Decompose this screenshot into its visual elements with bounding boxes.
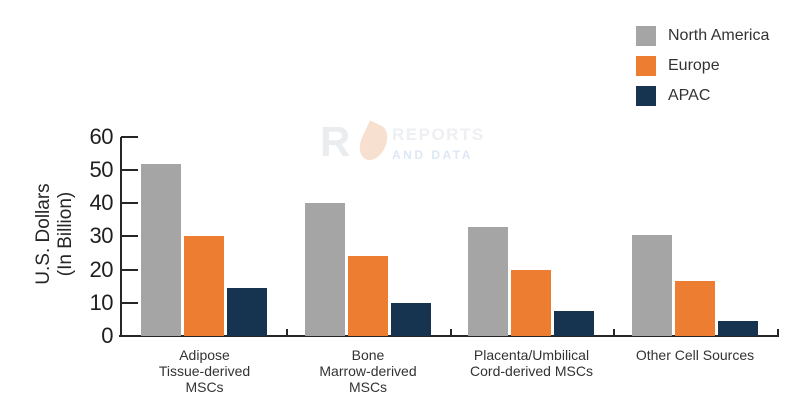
y-axis-tick <box>121 335 138 337</box>
y-axis-tick-label: 30 <box>89 223 114 249</box>
bar-north-america <box>631 235 672 336</box>
y-axis-tick-label: 40 <box>89 190 114 216</box>
bar-apac <box>227 288 267 336</box>
y-axis-tick <box>121 301 138 304</box>
x-axis-tick <box>776 329 779 336</box>
watermark-leaf-icon <box>354 120 393 165</box>
y-axis-tick <box>121 268 138 271</box>
x-axis-tick <box>613 329 615 336</box>
legend-swatch-north-america <box>636 26 656 46</box>
bar-apac <box>554 311 594 336</box>
y-axis-tick <box>121 135 138 138</box>
bar-north-america <box>141 164 181 336</box>
y-axis-tick-label: 60 <box>89 123 114 149</box>
watermark-line1: REPORTS <box>392 125 485 144</box>
bar-europe <box>184 236 224 336</box>
watermark-line2: AND DATA <box>392 148 473 162</box>
bar-north-america <box>304 203 345 336</box>
bar-north-america <box>468 227 508 336</box>
y-axis-tick-label: 20 <box>89 256 114 282</box>
bar-apac <box>717 321 758 336</box>
y-axis-tick <box>121 202 138 205</box>
y-axis-tick <box>121 235 138 238</box>
watermark-logo-r: R <box>320 118 351 165</box>
x-axis-category-label: Placenta/Umbilical Cord-derived MSCs <box>470 347 593 379</box>
x-axis-category-label: Adipose Tissue-derived MSCs <box>158 347 251 395</box>
legend-item-north-america: North America <box>636 26 769 46</box>
x-axis-tick <box>286 329 288 336</box>
bar-apac <box>390 303 431 336</box>
x-axis-line <box>119 335 779 337</box>
watermark: R REPORTS AND DATA <box>320 118 510 169</box>
x-axis-category-label: Bone Marrow-derived MSCs <box>319 347 417 395</box>
y-axis-title-line1: U.S. Dollars <box>33 183 54 285</box>
watermark-text: REPORTS AND DATA <box>392 125 485 162</box>
legend-label: Europe <box>668 57 720 74</box>
legend: North America Europe APAC <box>636 26 769 116</box>
legend-swatch-europe <box>636 56 656 76</box>
y-axis-tick-label: 0 <box>101 323 113 348</box>
legend-item-europe: Europe <box>636 56 769 76</box>
x-axis-tick <box>449 329 452 336</box>
y-axis-tick-label: 50 <box>89 157 114 183</box>
bar-europe <box>674 281 715 336</box>
legend-label: North America <box>668 27 770 44</box>
bar-europe <box>511 270 551 336</box>
y-axis-tick <box>121 169 138 172</box>
bar-europe <box>347 256 388 336</box>
y-axis-tick-label: 10 <box>89 289 114 315</box>
x-axis-category-label: Other Cell Sources <box>635 347 755 363</box>
legend-item-apac: APAC <box>636 86 769 106</box>
legend-label: APAC <box>668 87 711 104</box>
legend-swatch-apac <box>636 86 656 106</box>
